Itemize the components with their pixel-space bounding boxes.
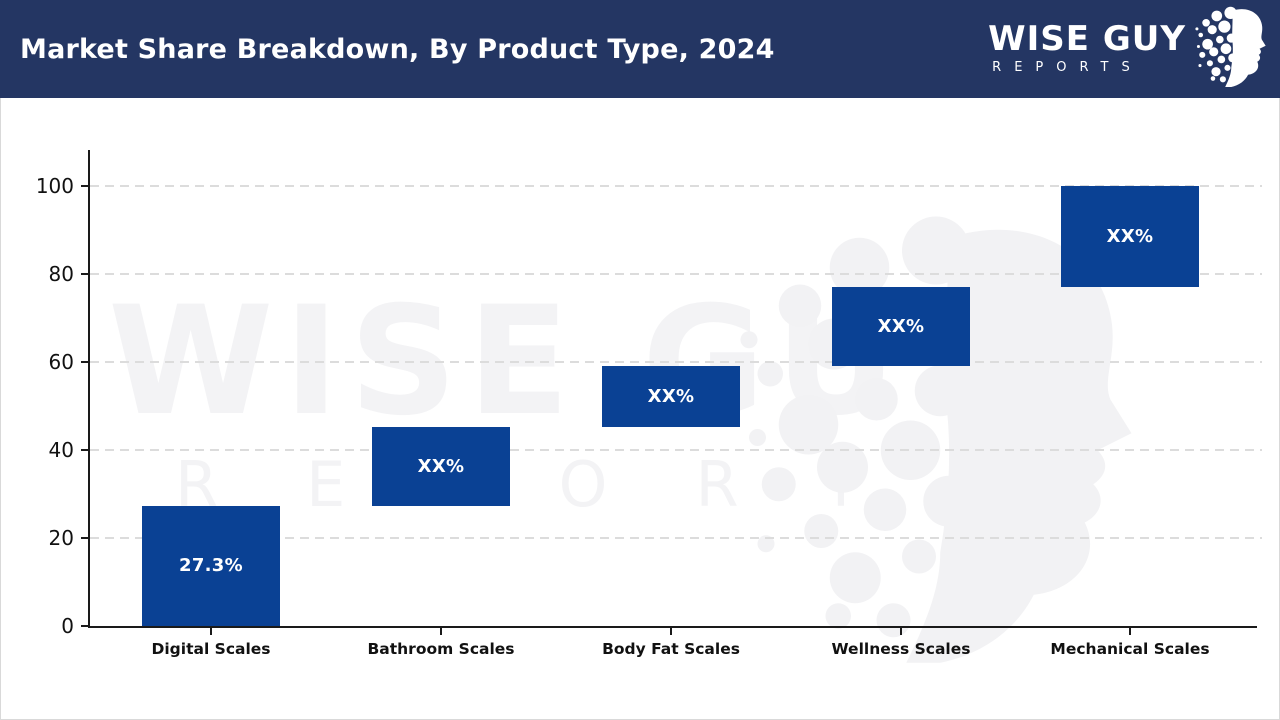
logo-text: WISE GUY REPORTS: [988, 19, 1186, 75]
y-tick-mark-80: [81, 273, 89, 275]
gridline-40: [90, 449, 1262, 451]
gridline-100: [90, 185, 1262, 187]
watermark-face-icon: [740, 216, 1132, 663]
bar-label-wellness-scales: XX%: [877, 316, 925, 338]
x-tick-mark-digital-scales: [210, 628, 212, 635]
y-axis-line: [88, 150, 90, 628]
header-bar: Market Share Breakdown, By Product Type,…: [0, 0, 1280, 98]
y-tick-label-60: 60: [48, 350, 74, 374]
wise-guy-logo: WISE GUY REPORTS: [988, 6, 1268, 90]
y-tick-mark-0: [81, 625, 89, 627]
logo-subtext: REPORTS: [992, 59, 1143, 75]
bar-label-digital-scales: 27.3%: [179, 555, 243, 577]
y-tick-mark-100: [81, 185, 89, 187]
logo-wordmark: WISE GUY: [988, 19, 1186, 60]
gridline-20: [90, 537, 1262, 539]
x-tick-mark-body-fat-scales: [670, 628, 672, 635]
x-tick-mark-bathroom-scales: [440, 628, 442, 635]
x-category-label-mechanical-scales: Mechanical Scales: [1050, 640, 1210, 658]
gridline-60: [90, 361, 1262, 363]
page-title: Market Share Breakdown, By Product Type,…: [20, 33, 775, 65]
x-tick-mark-mechanical-scales: [1129, 628, 1131, 635]
bar-mechanical-scales: XX%: [1061, 186, 1199, 288]
bar-wellness-scales: XX%: [832, 287, 970, 367]
logo-face-icon: [1195, 6, 1266, 87]
y-tick-label-80: 80: [48, 262, 74, 286]
y-tick-mark-20: [81, 537, 89, 539]
bar-bathroom-scales: XX%: [372, 426, 510, 506]
y-tick-label-40: 40: [48, 438, 74, 462]
gridline-80: [90, 273, 1262, 275]
y-tick-mark-60: [81, 361, 89, 363]
bar-label-mechanical-scales: XX%: [1106, 226, 1154, 248]
x-axis-line: [88, 626, 1257, 628]
bar-digital-scales: 27.3%: [142, 505, 280, 626]
bar-body-fat-scales: XX%: [602, 366, 740, 427]
y-tick-label-0: 0: [61, 614, 74, 638]
x-category-label-body-fat-scales: Body Fat Scales: [602, 640, 740, 658]
bar-label-body-fat-scales: XX%: [647, 386, 695, 408]
x-category-label-wellness-scales: Wellness Scales: [831, 640, 971, 658]
x-tick-mark-wellness-scales: [900, 628, 902, 635]
x-category-label-bathroom-scales: Bathroom Scales: [367, 640, 515, 658]
y-tick-label-100: 100: [35, 174, 74, 198]
y-tick-mark-40: [81, 449, 89, 451]
x-category-label-digital-scales: Digital Scales: [151, 640, 271, 658]
y-tick-label-20: 20: [48, 526, 74, 550]
bar-label-bathroom-scales: XX%: [417, 455, 465, 477]
